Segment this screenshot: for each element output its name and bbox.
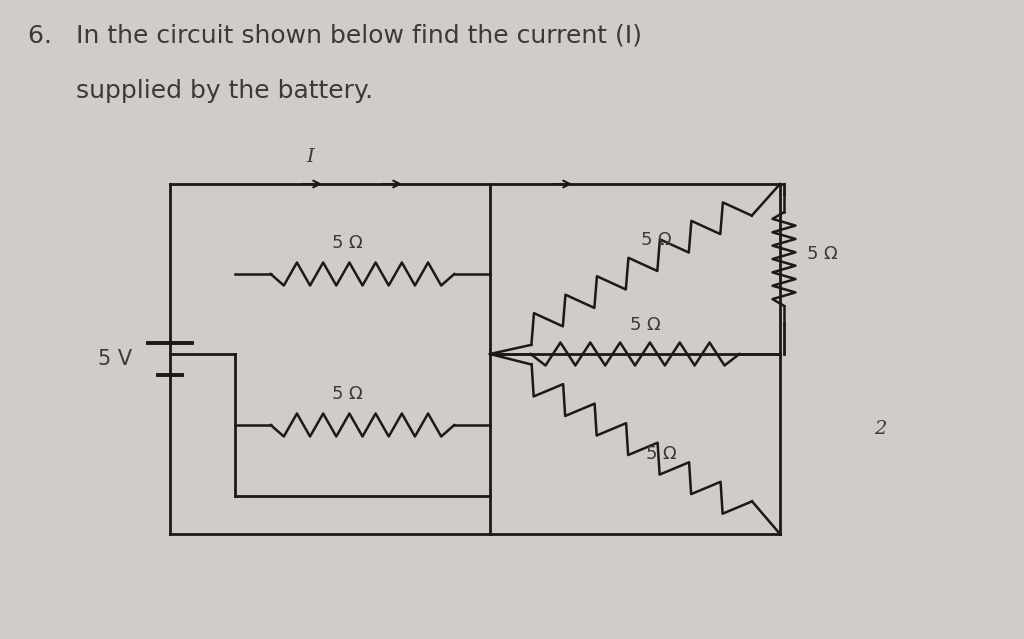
Text: 5 $\Omega$: 5 $\Omega$ xyxy=(645,445,677,463)
Text: 5 V: 5 V xyxy=(98,349,132,369)
Text: 5 $\Omega$: 5 $\Omega$ xyxy=(332,385,364,403)
Text: 2: 2 xyxy=(873,420,886,438)
Text: 6.   In the circuit shown below find the current (I): 6. In the circuit shown below find the c… xyxy=(28,24,642,48)
Text: supplied by the battery.: supplied by the battery. xyxy=(28,79,373,103)
Text: I: I xyxy=(306,148,314,166)
Text: 5 $\Omega$: 5 $\Omega$ xyxy=(640,231,672,249)
Text: 5 $\Omega$: 5 $\Omega$ xyxy=(332,234,364,252)
Text: 5 $\Omega$: 5 $\Omega$ xyxy=(806,245,839,263)
Text: 5 $\Omega$: 5 $\Omega$ xyxy=(629,316,662,334)
